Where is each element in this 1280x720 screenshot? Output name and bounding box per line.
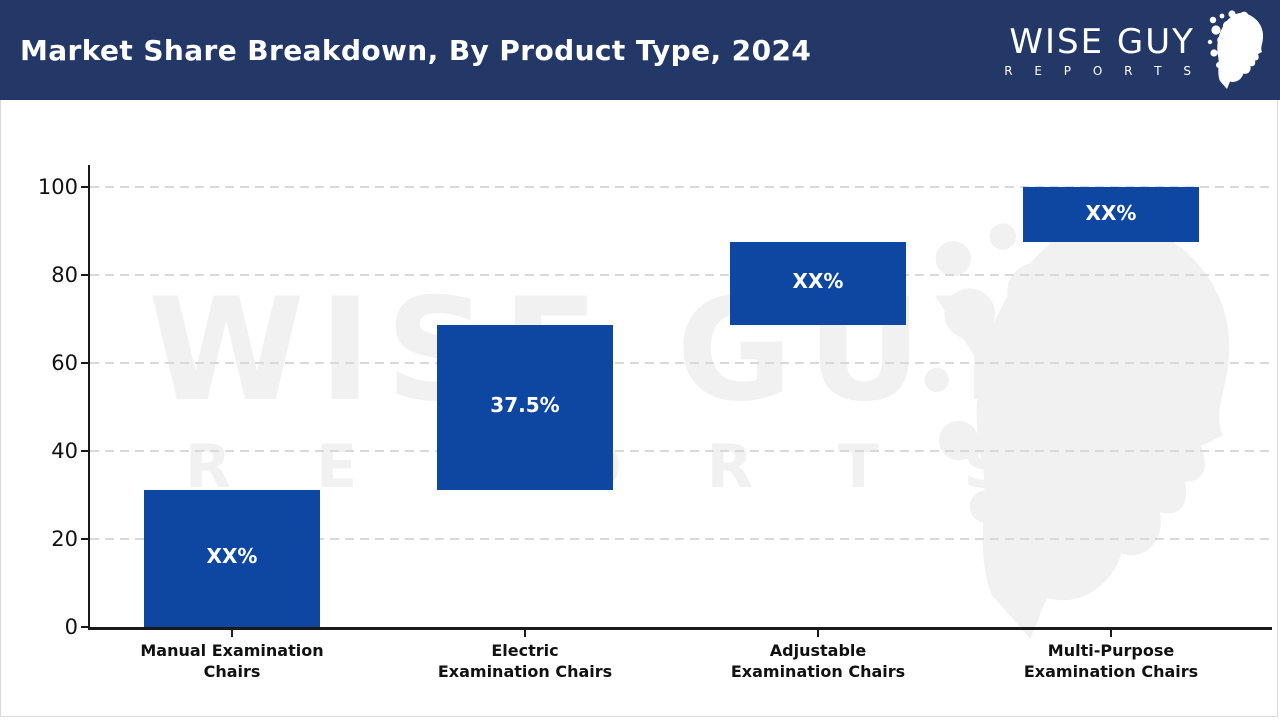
bar-segment <box>437 324 613 490</box>
gridline-20 <box>90 538 1272 540</box>
y-tick-label: 60 <box>51 351 78 375</box>
gridline-80 <box>90 274 1272 276</box>
y-tick-mark <box>81 626 88 628</box>
y-tick-mark <box>81 538 88 540</box>
bar-value-label: XX% <box>792 269 844 294</box>
x-tick-label: Multi-Purpose Examination Chairs <box>1023 641 1199 681</box>
x-tick-label: Electric Examination Chairs <box>437 641 613 681</box>
brand-logo-subtitle: R E P O R T S <box>1004 64 1200 78</box>
x-tick-mark <box>1110 630 1112 637</box>
page-border-left <box>0 100 1 717</box>
y-tick-label: 100 <box>37 175 78 199</box>
y-tick-mark <box>81 450 88 452</box>
brand-logo-name: WISE GUY <box>1009 22 1195 62</box>
gridline-40 <box>90 450 1272 452</box>
y-tick-mark <box>81 362 88 364</box>
bar-segment <box>730 242 906 325</box>
y-tick-mark <box>81 186 88 188</box>
x-tick-mark <box>817 630 819 637</box>
y-axis-spine <box>88 165 90 629</box>
x-tick-label: Adjustable Examination Chairs <box>730 641 906 681</box>
chart-title: Market Share Breakdown, By Product Type,… <box>20 33 812 67</box>
bar-value-label: 37.5% <box>490 393 560 417</box>
y-tick-label: 20 <box>51 527 78 551</box>
brand-dotted-head-icon <box>1207 10 1264 90</box>
gridline-100 <box>90 186 1272 188</box>
bar-segment <box>1023 187 1199 242</box>
y-tick-label: 40 <box>51 439 78 463</box>
y-tick-label: 0 <box>64 615 78 639</box>
y-tick-mark <box>81 274 88 276</box>
x-tick-label: Manual Examination Chairs <box>140 641 324 681</box>
bar-value-label: XX% <box>1085 200 1137 225</box>
gridline-60 <box>90 362 1272 364</box>
brand-logo: WISE GUY R E P O R T S <box>1004 4 1268 96</box>
page-border-right <box>1277 100 1278 717</box>
header-band: Market Share Breakdown, By Product Type,… <box>0 0 1280 100</box>
bar-segment <box>144 489 320 627</box>
x-tick-mark <box>231 630 233 637</box>
x-axis-spine <box>88 627 1272 630</box>
y-tick-label: 80 <box>51 263 78 287</box>
x-tick-mark <box>524 630 526 637</box>
page-border-bottom <box>0 716 1278 717</box>
bar-value-label: XX% <box>206 544 258 569</box>
